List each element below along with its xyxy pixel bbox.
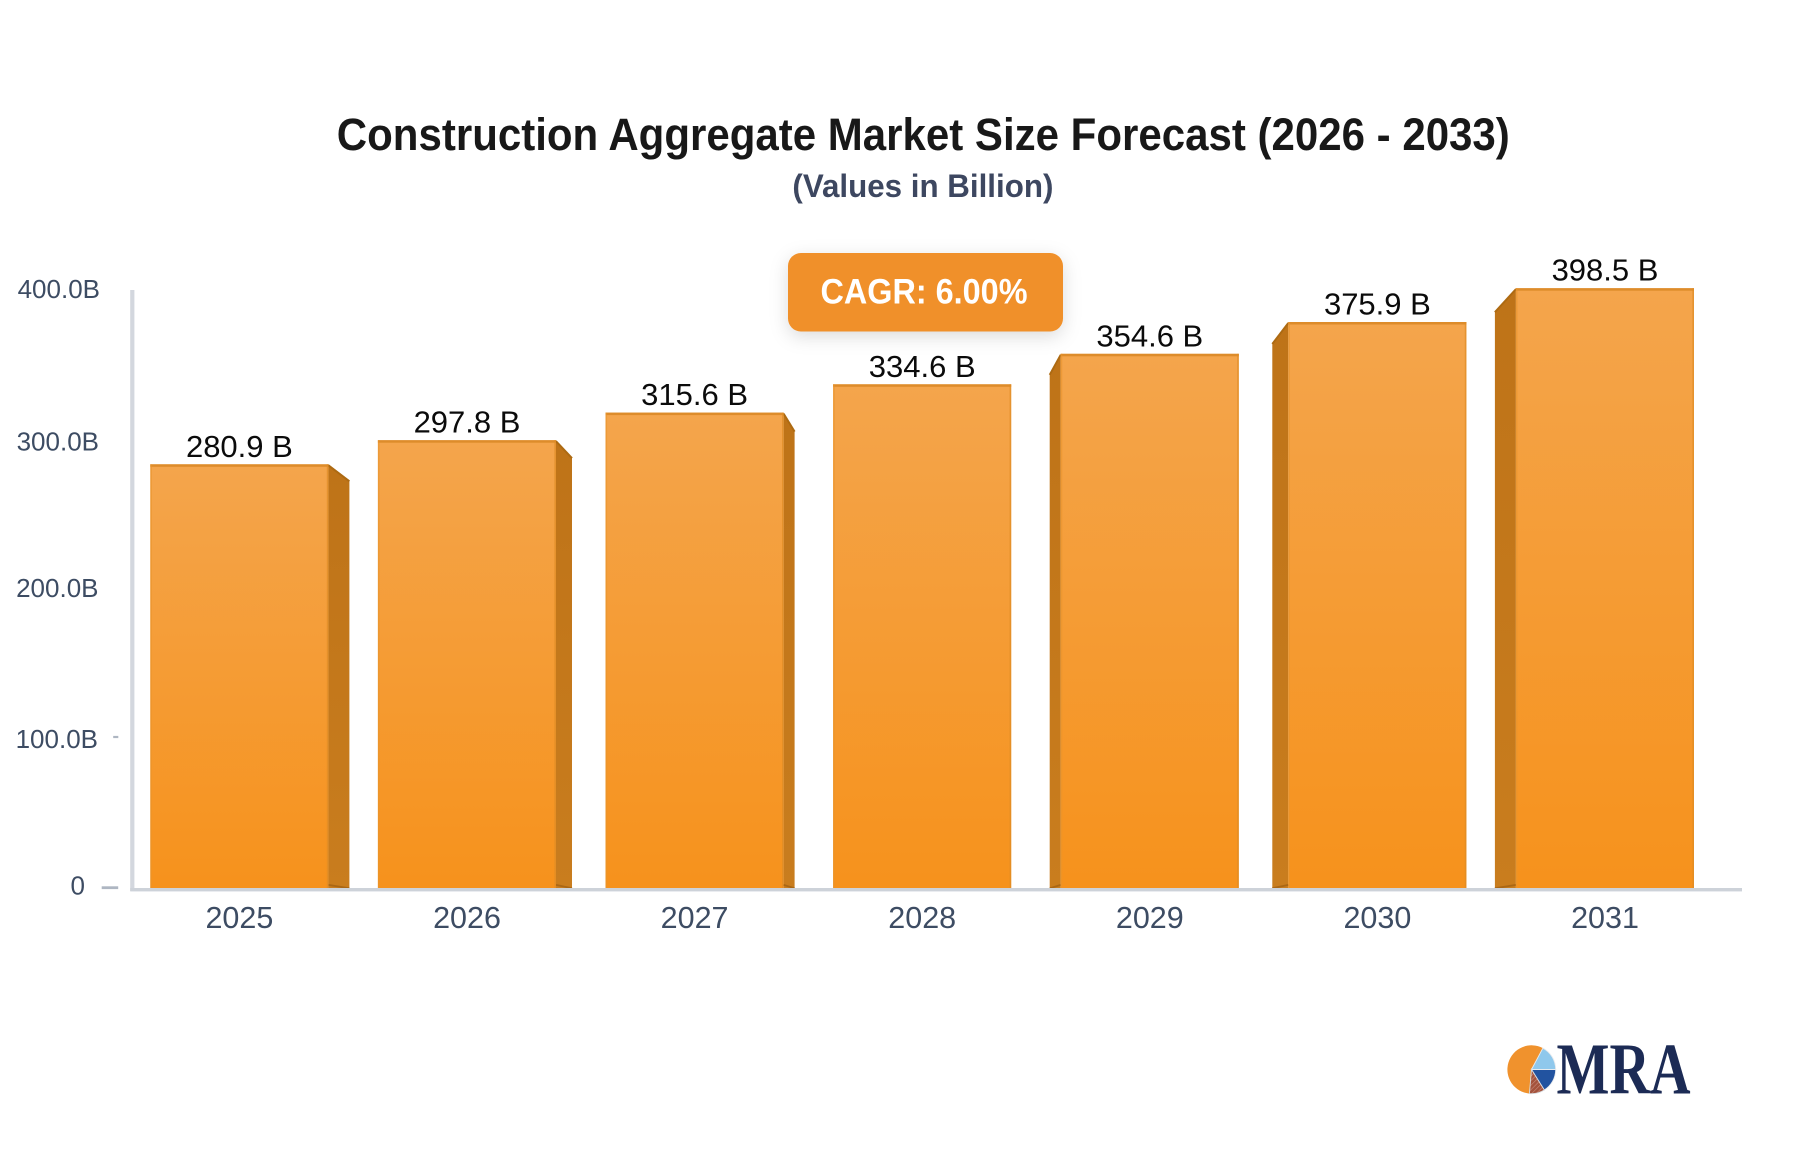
svg-text:315.6 B: 315.6 B	[641, 377, 748, 412]
svg-text:2026: 2026	[433, 901, 501, 935]
svg-text:(Values in Billion): (Values in Billion)	[792, 168, 1053, 204]
svg-text:334.6 B: 334.6 B	[869, 349, 976, 384]
svg-text:2025: 2025	[205, 901, 273, 935]
svg-text:297.8 B: 297.8 B	[414, 405, 521, 440]
svg-text:280.9 B: 280.9 B	[186, 429, 293, 464]
svg-text:CAGR: 6.00%: CAGR: 6.00%	[821, 273, 1028, 312]
svg-text:2027: 2027	[661, 901, 729, 935]
svg-text:200.0B: 200.0B	[16, 573, 98, 603]
svg-text:2030: 2030	[1343, 901, 1411, 935]
svg-text:100.0B: 100.0B	[16, 724, 98, 754]
svg-text:375.9 B: 375.9 B	[1324, 287, 1431, 322]
svg-text:2028: 2028	[888, 901, 956, 935]
svg-text:398.5 B: 398.5 B	[1552, 253, 1659, 288]
svg-text:MRA: MRA	[1557, 1029, 1691, 1110]
svg-text:354.6 B: 354.6 B	[1096, 318, 1203, 353]
svg-text:2029: 2029	[1116, 901, 1184, 935]
svg-text:300.0B: 300.0B	[17, 426, 99, 456]
svg-text:Construction Aggregate Market: Construction Aggregate Market Size Forec…	[337, 109, 1510, 160]
svg-text:0: 0	[71, 871, 85, 901]
svg-text:2031: 2031	[1571, 901, 1639, 935]
svg-text:400.0B: 400.0B	[18, 274, 100, 304]
